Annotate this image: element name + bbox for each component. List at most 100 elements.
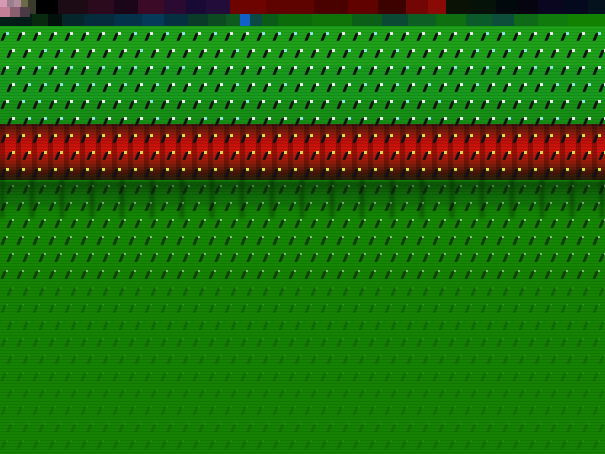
glyph-mark: [38, 151, 47, 162]
field-band: [0, 26, 605, 66]
glyph-mark: [560, 168, 569, 179]
glyph-mark: [214, 151, 223, 162]
glitch-block: [472, 0, 496, 14]
glitch-block: [568, 14, 605, 26]
glitch-block: [206, 0, 230, 14]
glyph-mark: [112, 168, 121, 179]
glitch-block: [0, 14, 14, 26]
glyph-mark: [432, 168, 441, 179]
glyph-mark: [336, 168, 345, 179]
glitch-block: [84, 14, 114, 26]
field-band: [0, 206, 605, 266]
glyph-mark: [224, 134, 233, 145]
glyph-mark: [48, 168, 57, 179]
glyph-mark: [96, 134, 105, 145]
corrupted-corner-tile-2: [0, 7, 30, 17]
glyph-mark: [304, 134, 313, 145]
glyph-mark: [496, 168, 505, 179]
glyph-mark: [192, 134, 201, 145]
glitch-block: [352, 14, 382, 26]
glyph-mark: [102, 151, 111, 162]
glyph-mark: [560, 134, 569, 145]
glyph-mark: [304, 168, 313, 179]
glitch-block: [186, 0, 206, 14]
glyph-mark: [384, 134, 393, 145]
glyph-row: [0, 132, 605, 149]
glitch-block: [538, 14, 568, 26]
glyph-mark: [502, 151, 511, 162]
glyph-mark: [384, 168, 393, 179]
glyph-mark: [544, 134, 553, 145]
glitch-block: [114, 14, 142, 26]
glyph-mark: [246, 151, 255, 162]
glyph-mark: [272, 134, 281, 145]
glyph-mark: [486, 151, 495, 162]
glitch-block: [518, 0, 538, 14]
glitch-block: [62, 14, 84, 26]
glyph-mark: [528, 168, 537, 179]
glyph-mark: [454, 151, 463, 162]
glyph-mark: [262, 151, 271, 162]
field-band: [0, 180, 605, 206]
glyph-mark: [48, 134, 57, 145]
glitch-block: [436, 14, 466, 26]
glitch-block: [230, 0, 266, 14]
glyph-mark: [528, 134, 537, 145]
glyph-mark: [592, 134, 601, 145]
glitch-block: [142, 14, 164, 26]
glyph-mark: [182, 151, 191, 162]
glitch-block: [466, 14, 492, 26]
glitch-strip-top: [0, 0, 605, 14]
glyph-mark: [96, 168, 105, 179]
glyph-mark: [240, 168, 249, 179]
glyph-mark: [320, 168, 329, 179]
glyph-mark: [70, 151, 79, 162]
glyph-mark: [128, 134, 137, 145]
glitch-block: [240, 14, 250, 26]
glitch-block: [262, 14, 278, 26]
glitch-block: [496, 0, 518, 14]
glyph-mark: [496, 134, 505, 145]
glitch-block: [14, 14, 32, 26]
glitch-strip-second: [0, 14, 605, 26]
glyph-mark: [320, 134, 329, 145]
glyph-mark: [448, 168, 457, 179]
glitch-block: [114, 0, 138, 14]
glitch-block: [164, 14, 188, 26]
glitch-block: [188, 14, 208, 26]
glyph-mark: [64, 134, 73, 145]
glyph-mark: [288, 134, 297, 145]
glyph-mark: [352, 134, 361, 145]
glyph-mark: [294, 151, 303, 162]
glyph-mark: [598, 151, 605, 162]
glyph-mark: [592, 168, 601, 179]
glyph-mark: [390, 151, 399, 162]
glyph-mark: [80, 168, 89, 179]
glyph-mark: [128, 168, 137, 179]
glitch-block: [226, 14, 240, 26]
glyph-mark: [534, 151, 543, 162]
glyph-mark: [464, 134, 473, 145]
glyph-mark: [86, 151, 95, 162]
glyph-mark: [470, 151, 479, 162]
glyph-mark: [240, 134, 249, 145]
glyph-mark: [64, 168, 73, 179]
glyph-mark: [150, 151, 159, 162]
glyph-mark: [6, 151, 15, 162]
glyph-mark: [336, 134, 345, 145]
glyph-mark: [310, 151, 319, 162]
glyph-mark: [422, 151, 431, 162]
glyph-mark: [272, 168, 281, 179]
glyph-mark: [256, 168, 265, 179]
glitch-block: [348, 0, 378, 14]
glyph-mark: [160, 168, 169, 179]
glyph-mark: [352, 168, 361, 179]
glyph-mark: [22, 151, 31, 162]
glyph-mark: [54, 151, 63, 162]
field-band: [0, 66, 605, 100]
glyph-mark: [256, 134, 265, 145]
glyph-mark: [0, 168, 9, 179]
glyph-mark: [368, 168, 377, 179]
glyph-mark: [550, 151, 559, 162]
glitch-block: [538, 0, 562, 14]
